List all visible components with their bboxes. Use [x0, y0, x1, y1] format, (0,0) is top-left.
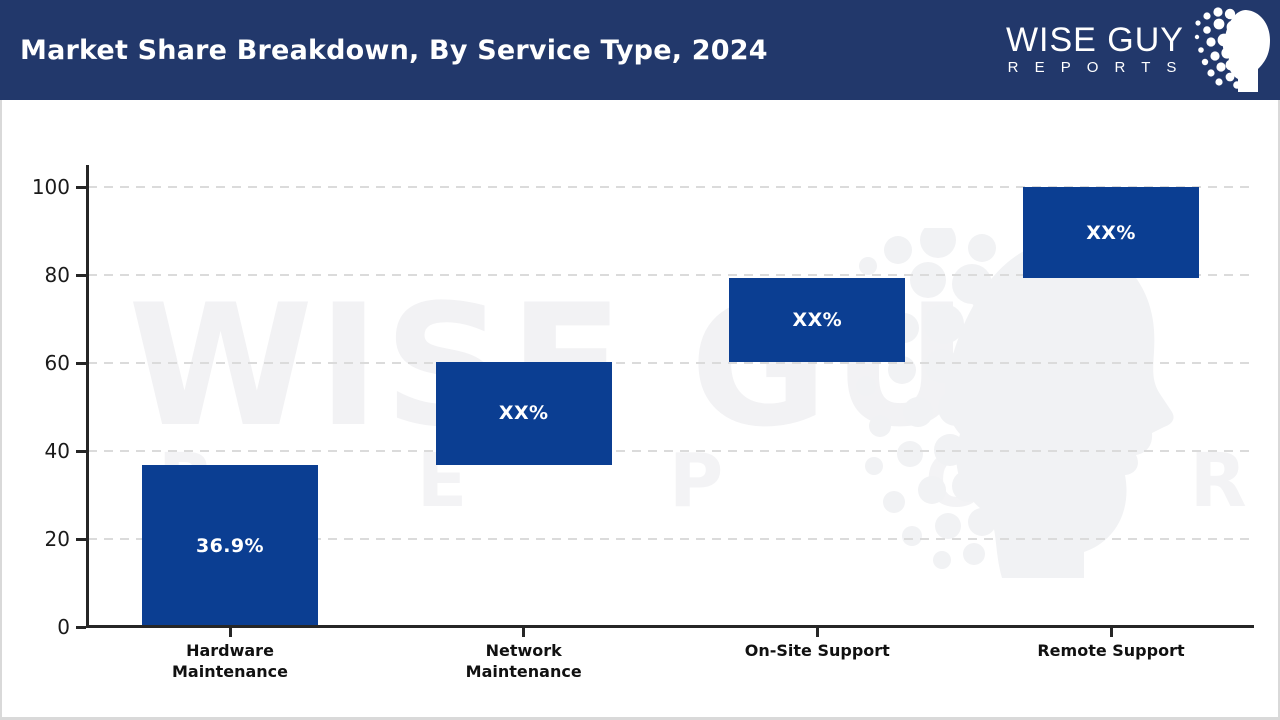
y-tick-label: 40	[44, 439, 70, 463]
y-tick-label: 20	[44, 527, 70, 551]
header: Market Share Breakdown, By Service Type,…	[0, 0, 1280, 100]
x-tick-mark	[522, 628, 526, 637]
x-tick-mark	[1109, 628, 1113, 637]
bar-value-label: XX%	[1086, 221, 1136, 244]
x-category-label: Remote Support	[1037, 641, 1185, 660]
y-tick-label: 0	[57, 615, 70, 639]
y-tick-mark	[76, 273, 86, 277]
watermark-head-icon	[853, 228, 1174, 578]
y-tick-label: 80	[44, 263, 70, 287]
page-title: Market Share Breakdown, By Service Type,…	[20, 34, 768, 66]
gridline	[88, 538, 1253, 540]
y-tick-mark	[76, 537, 86, 541]
y-tick-mark	[76, 361, 86, 365]
brand-subtitle: R E P O R T S	[1007, 59, 1183, 76]
y-tick-label: 100	[31, 175, 70, 199]
page-border-bottom	[0, 717, 1280, 720]
brand-name: WISE GUY	[1005, 21, 1184, 59]
bar-value-label: XX%	[498, 402, 549, 425]
x-axis-line	[86, 625, 1254, 628]
x-tick-mark	[815, 628, 819, 637]
bar-segment: XX%	[435, 362, 612, 465]
gridline	[88, 274, 1253, 276]
y-tick-mark	[76, 625, 86, 629]
gridline	[88, 450, 1253, 452]
bar-value-label: 36.9%	[196, 534, 264, 557]
brand-logo: WISE GUY R E P O R T S	[1006, 7, 1280, 93]
x-category-label: Network Maintenance	[465, 641, 582, 681]
brand-logo-text: WISE GUY R E P O R T S	[1006, 22, 1184, 78]
bar-value-label: XX%	[792, 309, 843, 332]
x-category-label: Hardware Maintenance	[171, 641, 288, 681]
bar-segment: 36.9%	[142, 464, 318, 627]
y-tick-mark	[76, 185, 86, 189]
y-tick-label: 60	[44, 351, 70, 375]
page-border-right	[1278, 100, 1280, 720]
gridline	[88, 186, 1253, 188]
x-category-label: On-Site Support	[744, 641, 890, 660]
chart-area: WISE GUY R E P O R T S 02040608010036.9%…	[0, 100, 1280, 720]
y-axis-line	[86, 165, 89, 628]
bar-segment: XX%	[729, 278, 906, 363]
gridline	[88, 362, 1253, 364]
bar-segment: XX%	[1023, 187, 1199, 279]
x-tick-mark	[228, 628, 232, 637]
y-tick-mark	[76, 449, 86, 453]
brand-head-icon	[1194, 7, 1270, 92]
page-border-left	[0, 100, 2, 720]
